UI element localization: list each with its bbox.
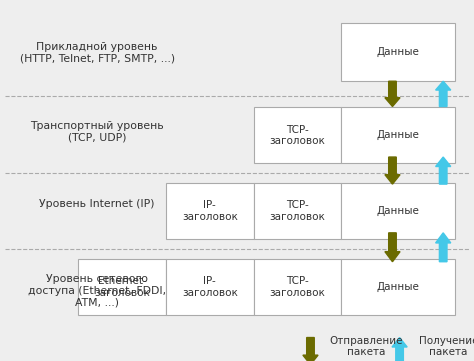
FancyArrow shape [436,233,451,262]
Bar [341,183,455,239]
Bar [254,108,341,163]
Bar [166,259,254,315]
Bar [254,259,341,315]
Text: TCP-
заголовок: TCP- заголовок [270,276,325,298]
FancyArrow shape [392,338,407,361]
Text: Прикладной уровень
(HTTP, Telnet, FTP, SMTP, ...): Прикладной уровень (HTTP, Telnet, FTP, S… [19,42,175,63]
Text: TCP-
заголовок: TCP- заголовок [270,200,325,222]
FancyArrow shape [303,338,318,361]
FancyArrow shape [385,233,400,262]
FancyArrow shape [436,81,451,106]
Text: Данные: Данные [377,130,419,140]
Text: Транспортный уровень
(TCP, UDP): Транспортный уровень (TCP, UDP) [30,121,164,143]
Bar [341,23,455,81]
Text: Данные: Данные [377,282,419,292]
FancyArrow shape [436,157,451,184]
Text: Данные: Данные [377,47,419,57]
Bar [166,183,254,239]
Text: Отправление
пакета: Отправление пакета [329,336,403,357]
Bar [254,183,341,239]
Text: Получение
пакета: Получение пакета [419,336,474,357]
Text: Уровень сетевого
доступа (Ethernet, FDDI,
ATM, ...): Уровень сетевого доступа (Ethernet, FDDI… [28,274,166,307]
Text: IP-
заголовок: IP- заголовок [182,276,237,298]
Text: Данные: Данные [377,206,419,216]
Text: TCP-
заголовок: TCP- заголовок [270,125,325,146]
Text: Ethernet-
заголовок: Ethernet- заголовок [94,276,150,298]
Text: Уровень Internet (IP): Уровень Internet (IP) [39,199,155,209]
FancyArrow shape [385,157,400,184]
Bar [78,259,166,315]
FancyArrow shape [385,81,400,106]
Text: IP-
заголовок: IP- заголовок [182,200,237,222]
Bar [341,108,455,163]
Bar [341,259,455,315]
